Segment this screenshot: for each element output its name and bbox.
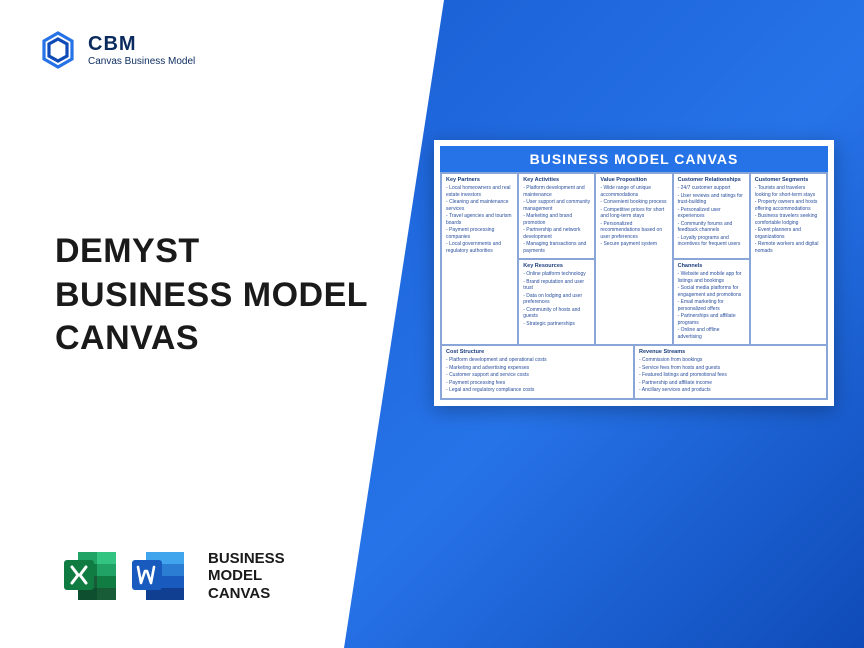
cell-customer-segments: Customer Segments Tourists and travelers … — [750, 173, 827, 345]
cell-item: Property owners and hosts offering accom… — [755, 199, 822, 212]
cell-list: Wide range of unique accommodationsConve… — [600, 185, 667, 248]
cell-item: Local governments and regulatory authori… — [446, 241, 513, 254]
footer-line-3: CANVAS — [208, 585, 285, 602]
cell-item: Data on lodging and user preferences — [523, 293, 590, 306]
footer-icons: BUSINESS MODEL CANVAS — [60, 546, 285, 606]
cell-title: Key Partners — [446, 177, 513, 183]
title-line-1: DEMYST — [55, 230, 368, 274]
footer-line-2: MODEL — [208, 567, 285, 584]
cell-item: Ancillary services and products — [639, 387, 822, 394]
cell-item: Featured listings and promotional fees — [639, 372, 822, 379]
cell-item: Secure payment system — [600, 241, 667, 248]
cell-title: Revenue Streams — [639, 349, 822, 355]
cell-item: Wide range of unique accommodations — [600, 185, 667, 198]
cell-title: Key Activities — [523, 177, 590, 183]
cell-title: Value Proposition — [600, 177, 667, 183]
cell-item: Platform development and operational cos… — [446, 357, 629, 364]
cell-item: Online platform technology — [523, 271, 590, 278]
cell-item: Community forums and feedback channels — [678, 221, 745, 234]
cell-item: Partnerships and affiliate programs — [678, 313, 745, 326]
main-title: DEMYST BUSINESS MODEL CANVAS — [55, 230, 368, 361]
cell-item: Convenient booking process — [600, 199, 667, 206]
cell-item: Marketing and advertising expenses — [446, 365, 629, 372]
cell-list: Platform development and operational cos… — [446, 357, 629, 394]
cell-item: Personalized recommendations based on us… — [600, 221, 667, 241]
cell-item: Customer support and service costs — [446, 372, 629, 379]
cell-value-proposition: Value Proposition Wide range of unique ac… — [595, 173, 672, 345]
logo-area: CBM Canvas Business Model — [38, 30, 195, 70]
cell-item: Legal and regulatory compliance costs — [446, 387, 629, 394]
cell-item: Loyalty programs and incentives for freq… — [678, 235, 745, 248]
cell-item: Payment processing fees — [446, 380, 629, 387]
cell-key-partners: Key Partners Local homeowners and real es… — [441, 173, 518, 345]
canvas-grid: Key Partners Local homeowners and real es… — [440, 172, 828, 400]
logo-tagline: Canvas Business Model — [88, 56, 195, 67]
cbm-logo-icon — [38, 30, 78, 70]
cell-item: Personalized user experiences — [678, 207, 745, 220]
cell-item: Cleaning and maintenance services — [446, 199, 513, 212]
cell-list: Local homeowners and real estate investo… — [446, 185, 513, 254]
cell-item: Travel agencies and tourism boards — [446, 213, 513, 226]
cell-list: Commission from bookingsService fees fro… — [639, 357, 822, 394]
cell-item: User reviews and ratings for trust-build… — [678, 193, 745, 206]
cell-item: Partnership and affiliate income — [639, 380, 822, 387]
cell-title: Cost Structure — [446, 349, 629, 355]
cell-item: Platform development and maintenance — [523, 185, 590, 198]
cell-key-activities: Key Activities Platform development and m… — [518, 173, 595, 259]
cell-customer-relationships: Customer Relationships 24/7 customer supp… — [673, 173, 750, 259]
cell-title: Customer Relationships — [678, 177, 745, 183]
cell-item: User support and community management — [523, 199, 590, 212]
footer-line-1: BUSINESS — [208, 550, 285, 567]
cell-item: Partnership and network development — [523, 227, 590, 240]
cell-item: Tourists and travelers looking for short… — [755, 185, 822, 198]
cell-item: Competitive prices for short and long-te… — [600, 207, 667, 220]
cell-list: Website and mobile app for listings and … — [678, 271, 745, 340]
cell-item: 24/7 customer support — [678, 185, 745, 192]
cell-item: Local homeowners and real estate investo… — [446, 185, 513, 198]
excel-icon — [60, 546, 120, 606]
cell-item: Email marketing for personalized offers — [678, 299, 745, 312]
canvas-card: BUSINESS MODEL CANVAS Key Partners Local … — [434, 140, 834, 406]
cell-cost-structure: Cost Structure Platform development and o… — [441, 345, 634, 399]
cell-title: Key Resources — [523, 263, 590, 269]
cell-item: Marketing and brand promotion — [523, 213, 590, 226]
cell-list: Online platform technologyBrand reputati… — [523, 271, 590, 327]
cell-item: Commission from bookings — [639, 357, 822, 364]
cell-list: 24/7 customer supportUser reviews and ra… — [678, 185, 745, 248]
cell-item: Brand reputation and user trust — [523, 279, 590, 292]
cell-title: Channels — [678, 263, 745, 269]
cell-item: Social media platforms for engagement an… — [678, 285, 745, 298]
word-icon — [128, 546, 188, 606]
cell-revenue-streams: Revenue Streams Commission from bookingsS… — [634, 345, 827, 399]
cell-list: Platform development and maintenanceUser… — [523, 185, 590, 254]
canvas-header: BUSINESS MODEL CANVAS — [440, 146, 828, 172]
cell-item: Strategic partnerships — [523, 321, 590, 328]
cell-key-resources: Key Resources Online platform technologyB… — [518, 259, 595, 345]
cell-item: Remote workers and digital nomads — [755, 241, 822, 254]
cell-title: Customer Segments — [755, 177, 822, 183]
cell-item: Website and mobile app for listings and … — [678, 271, 745, 284]
title-line-2: BUSINESS MODEL — [55, 274, 368, 318]
cell-item: Managing transactions and payments — [523, 241, 590, 254]
logo-brand: CBM — [88, 33, 195, 56]
cell-item: Event planners and organizations — [755, 227, 822, 240]
cell-item: Community of hosts and guests — [523, 307, 590, 320]
cell-list: Tourists and travelers looking for short… — [755, 185, 822, 254]
footer-label: BUSINESS MODEL CANVAS — [208, 550, 285, 602]
cell-item: Online and offline advertising — [678, 327, 745, 340]
cell-channels: Channels Website and mobile app for listi… — [673, 259, 750, 345]
title-line-3: CANVAS — [55, 317, 368, 361]
cell-item: Payment processing companies — [446, 227, 513, 240]
cell-item: Service fees from hosts and guests — [639, 365, 822, 372]
cell-item: Business travelers seeking comfortable l… — [755, 213, 822, 226]
